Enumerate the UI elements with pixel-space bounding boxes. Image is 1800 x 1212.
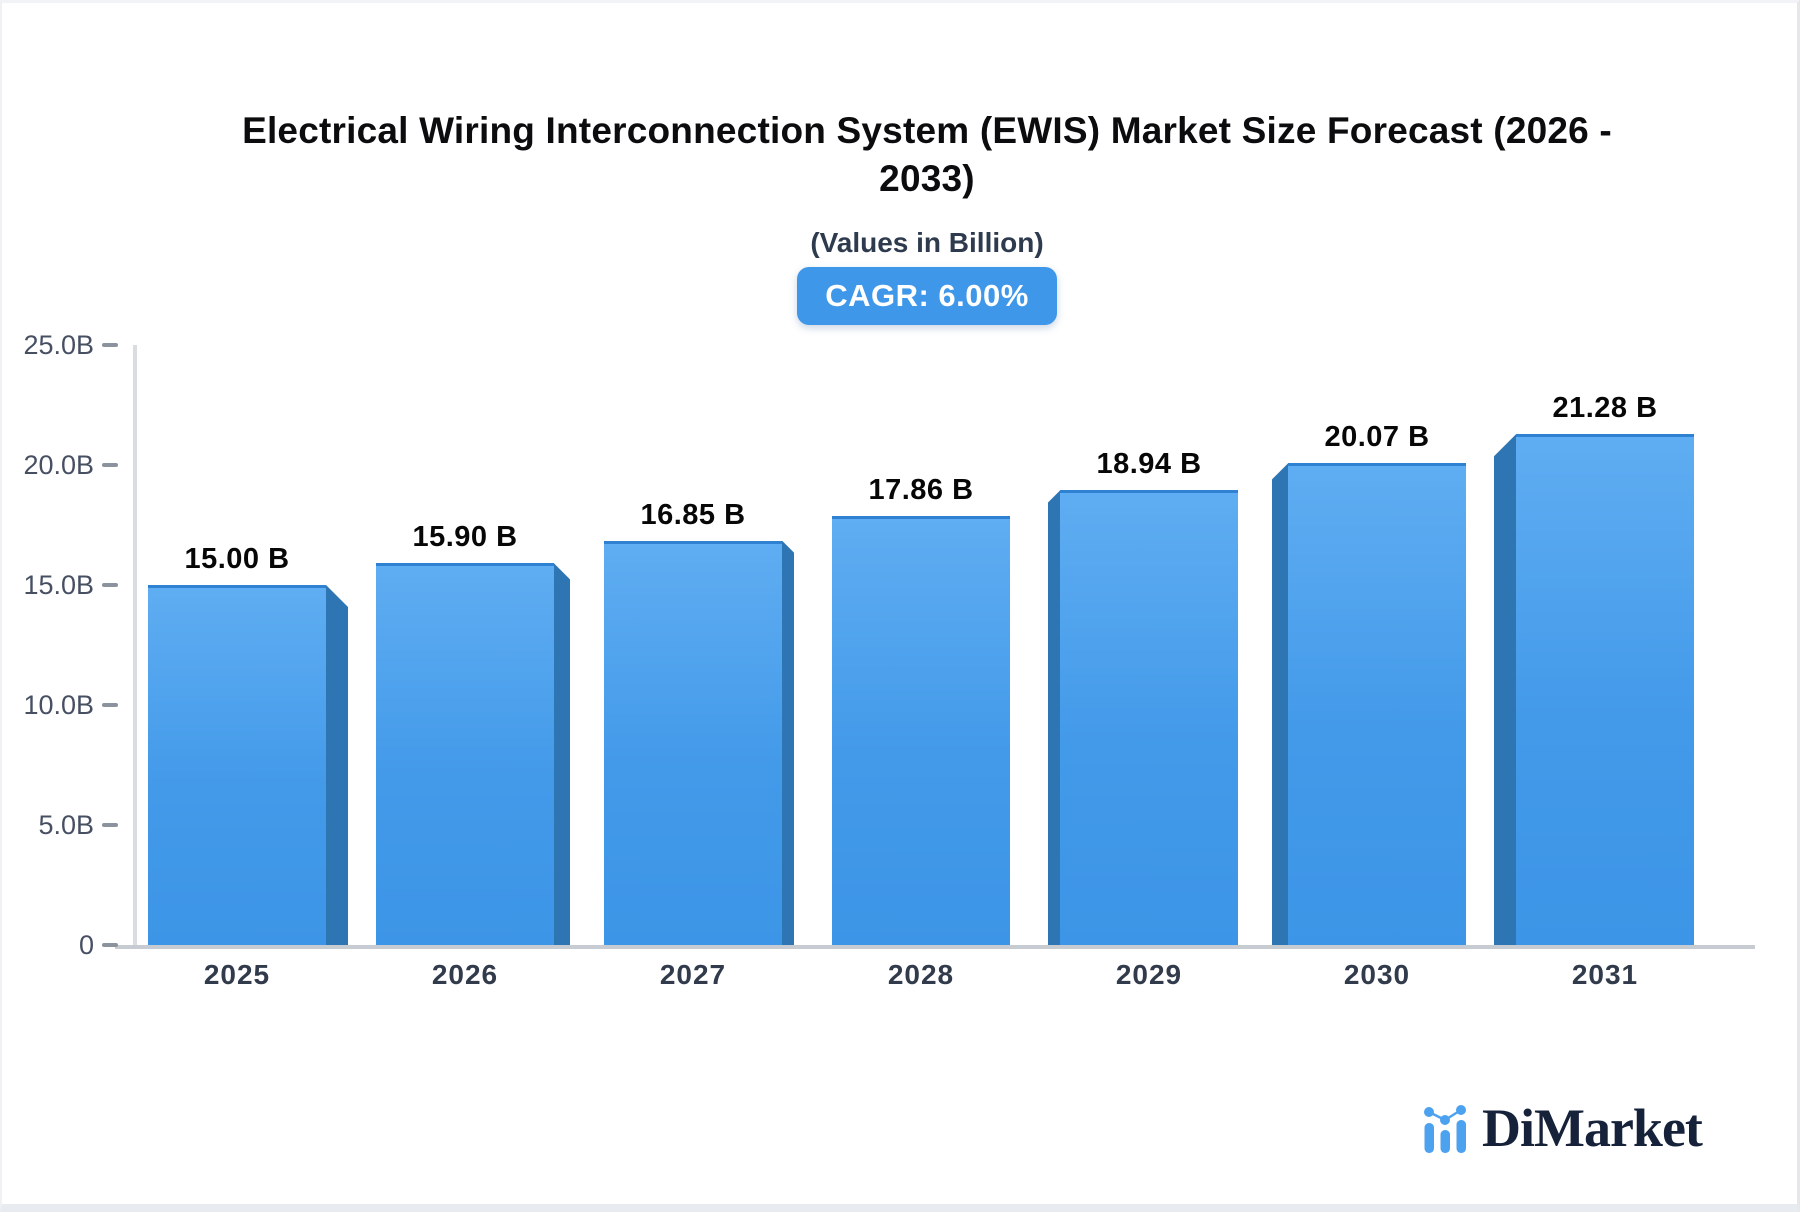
x-axis-label: 2027	[659, 959, 727, 990]
bar-value-label: 17.86 B	[868, 474, 974, 507]
x-axis-label: 2026	[431, 959, 499, 990]
bar-2031	[1494, 434, 1694, 945]
x-axis-label: 2025	[203, 959, 271, 990]
chart-subtitle: (Values in Billion)	[810, 227, 1044, 258]
bar-2027	[604, 540, 794, 945]
bar-front-face	[376, 563, 554, 945]
bar-2026	[376, 563, 570, 945]
bar-front-face	[604, 540, 782, 945]
bar-side-face	[326, 585, 348, 945]
y-axis-tick	[102, 583, 118, 587]
bar-value-label: 18.94 B	[1096, 448, 1202, 481]
chart-title: Electrical Wiring Interconnection System…	[52, 107, 1797, 203]
bar-value-label: 15.00 B	[184, 543, 290, 575]
y-axis-line	[133, 345, 137, 947]
bar-2030	[1272, 463, 1466, 945]
bar-side-face	[554, 563, 570, 945]
bar-chart-icon	[1424, 1105, 1466, 1153]
chart-title-line1: Electrical Wiring Interconnection System…	[242, 110, 1612, 151]
bar-front-face	[148, 585, 326, 945]
x-axis-baseline	[115, 945, 1755, 949]
x-axis-label: 2028	[887, 959, 955, 990]
chart-title-line2: 2033)	[879, 158, 975, 199]
bar-front-face	[1060, 490, 1238, 945]
cagr-badge: CAGR: 6.00%	[797, 267, 1057, 325]
bar-value-label: 20.07 B	[1324, 421, 1430, 454]
chart-area: 0 5.0B 10.0B 15.0B 20.0B 25.0B 15.00 B 2025 15.9…	[2, 3, 1797, 1204]
bar-value-label: 21.28 B	[1552, 392, 1658, 425]
y-axis-tick-label: 15.0B	[23, 570, 94, 600]
y-axis-tick	[102, 343, 118, 347]
x-axis-label: 2029	[1115, 959, 1183, 990]
bar-value-label: 16.85 B	[640, 498, 746, 531]
bar-2028	[832, 516, 1010, 945]
bar-side-face	[1272, 463, 1288, 945]
bar-side-face	[1494, 434, 1516, 945]
bar-front-face	[1516, 434, 1694, 945]
bar-front-face	[1288, 463, 1466, 945]
chart-header: Electrical Wiring Interconnection System…	[52, 107, 1797, 325]
dimarket-logo: DiMarket	[1423, 1097, 1703, 1159]
logo-text: DiMarket	[1482, 1098, 1703, 1158]
y-axis-tick	[102, 823, 118, 827]
y-axis-tick	[102, 943, 118, 947]
y-axis-tick-label: 5.0B	[38, 810, 94, 840]
y-axis-tick	[102, 463, 118, 467]
y-axis-tick	[102, 703, 118, 707]
y-axis-tick-label: 0	[78, 930, 94, 960]
y-axis-tick-label: 10.0B	[23, 690, 94, 720]
x-axis-label: 2031	[1571, 959, 1639, 990]
bar-side-face	[782, 540, 794, 945]
y-axis-tick-label: 20.0B	[23, 450, 94, 480]
bar-value-label: 15.90 B	[412, 521, 518, 554]
bar-side-face	[1048, 490, 1060, 945]
y-axis-tick-label: 25.0B	[23, 330, 94, 360]
x-axis-label: 2030	[1343, 959, 1411, 990]
bar-2029	[1048, 490, 1238, 945]
bar-2025	[148, 585, 348, 945]
bar-front-face	[832, 516, 1010, 945]
